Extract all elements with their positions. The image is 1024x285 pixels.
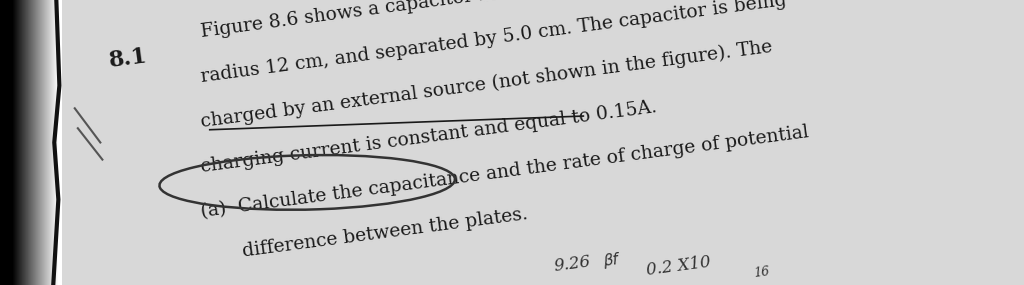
Text: 9.26: 9.26 — [553, 254, 592, 275]
Text: 8.1: 8.1 — [108, 45, 148, 72]
Text: 0.2 X10: 0.2 X10 — [645, 254, 712, 279]
Text: charged by an external source (not shown in the figure). The: charged by an external source (not shown… — [200, 38, 773, 131]
Text: (a)  Calculate the capacitance and the rate of charge of potential: (a) Calculate the capacitance and the ra… — [200, 123, 810, 221]
Text: 16: 16 — [753, 265, 770, 280]
Text: charging current is constant and equal to 0.15A.: charging current is constant and equal t… — [200, 98, 658, 176]
Text: difference between the plates.: difference between the plates. — [200, 205, 529, 266]
Text: radius 12 cm, and separated by 5.0 cm. The capacitor is being: radius 12 cm, and separated by 5.0 cm. T… — [200, 0, 787, 86]
Text: Figure 8.6 shows a capacitor made of two circular plates each of: Figure 8.6 shows a capacitor made of two… — [200, 0, 810, 41]
Text: βf: βf — [602, 252, 620, 269]
